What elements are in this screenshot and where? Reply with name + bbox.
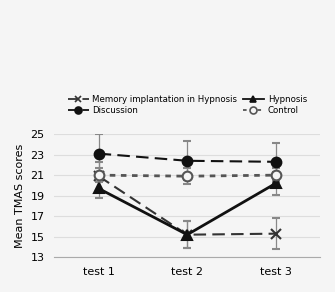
Y-axis label: Mean TMAS scores: Mean TMAS scores — [15, 144, 25, 248]
Legend: Memory implantation in Hypnosis, Discussion, Hypnosis, Control: Memory implantation in Hypnosis, Discuss… — [64, 92, 310, 119]
